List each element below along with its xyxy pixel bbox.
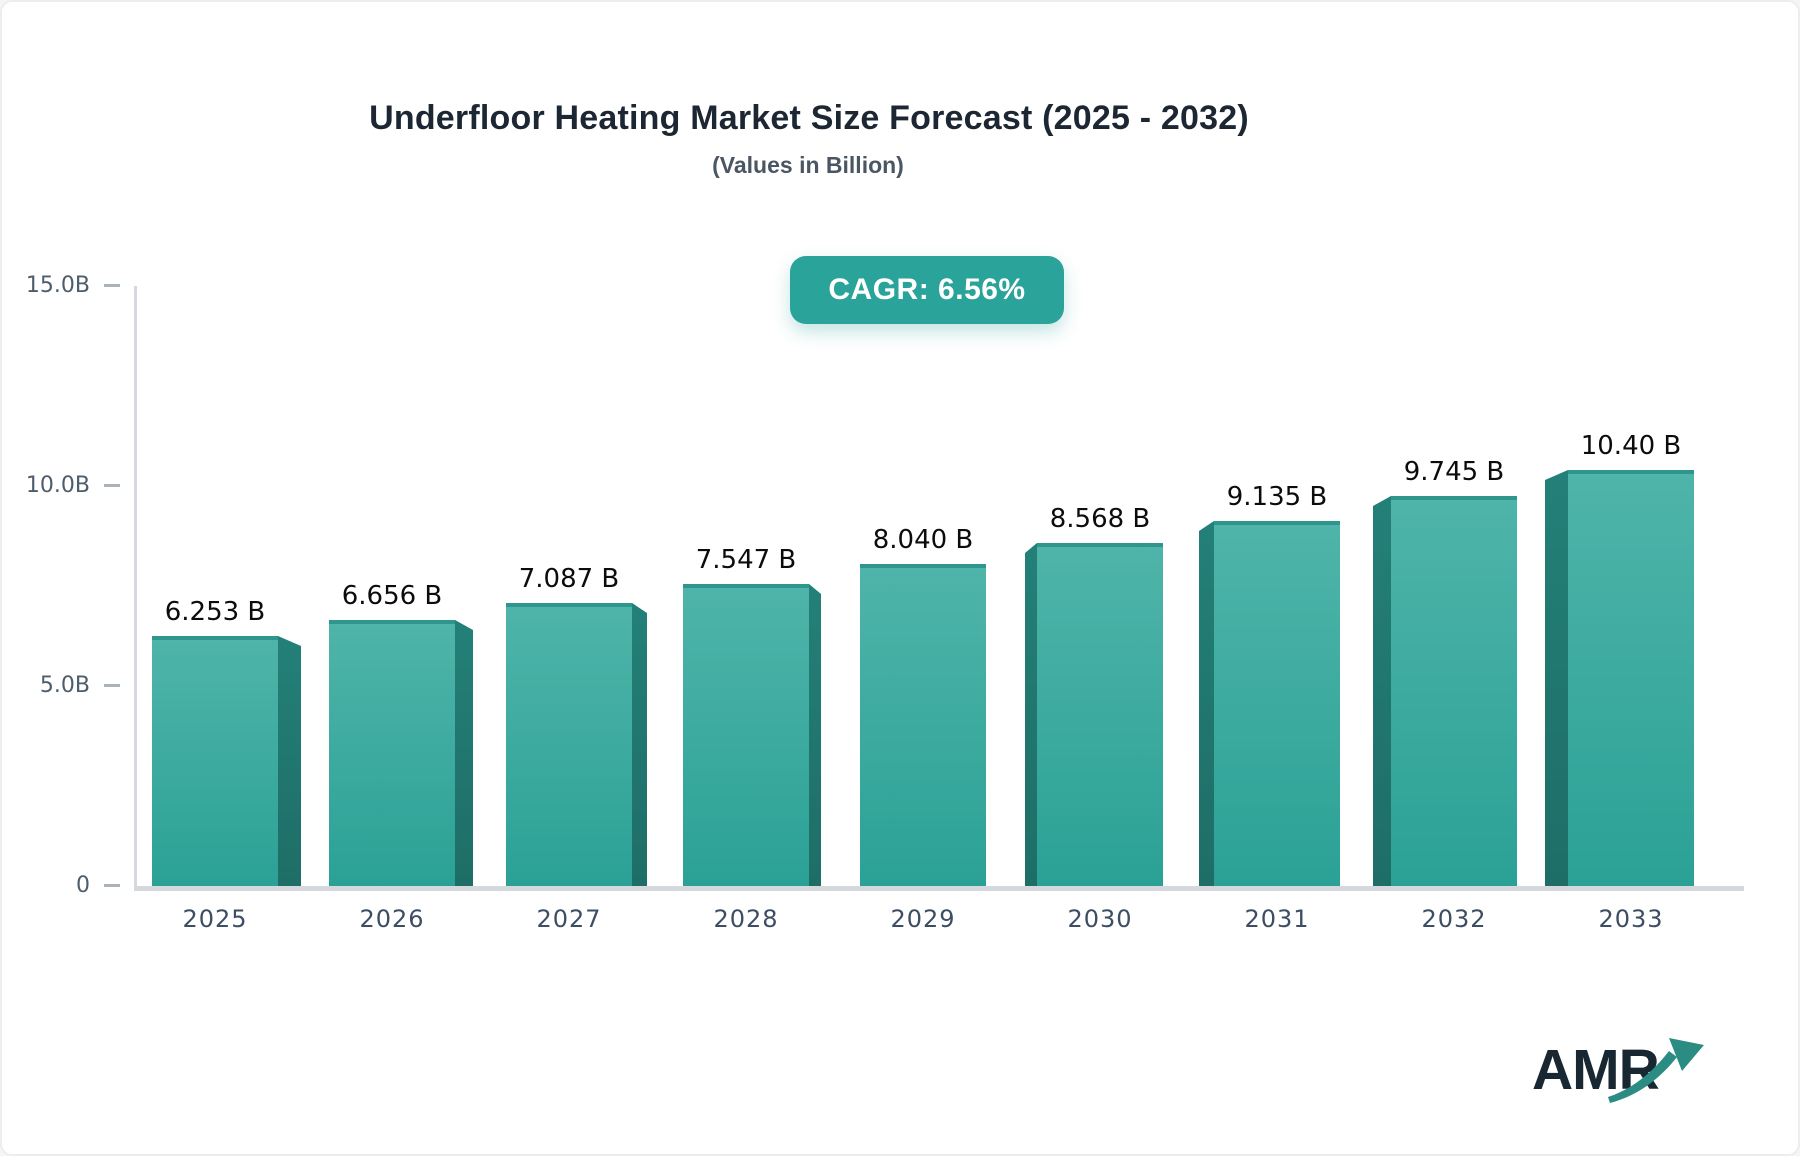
y-axis-label: 5.0B [39, 673, 90, 698]
bar-2030 [1037, 543, 1163, 886]
x-axis-label: 2025 [182, 905, 248, 933]
bar-value-label: 7.087 B [518, 564, 620, 594]
bar-value-label: 9.135 B [1226, 482, 1328, 512]
y-axis-tick [104, 684, 120, 687]
chart-title: Underfloor Heating Market Size Forecast … [369, 99, 1249, 137]
bar-side-face [809, 584, 821, 886]
bar-value-label: 8.040 B [872, 525, 974, 555]
chart-subtitle: (Values in Billion) [712, 152, 904, 178]
y-axis-tick [104, 884, 120, 887]
x-axis-label: 2031 [1244, 905, 1310, 933]
x-axis-label: 2027 [536, 905, 602, 933]
bar-2032 [1391, 496, 1517, 886]
y-axis-tick [104, 284, 120, 287]
y-axis-label: 15.0B [25, 273, 90, 298]
bar-2027 [506, 603, 632, 886]
x-axis-label: 2030 [1067, 905, 1133, 933]
bar-side-face [1545, 470, 1568, 886]
bar-side-face [1025, 543, 1037, 886]
bar-value-label: 6.253 B [164, 597, 266, 627]
bar-2029 [860, 564, 986, 886]
bar-value-label: 8.568 B [1049, 504, 1151, 534]
x-axis-label: 2032 [1421, 905, 1487, 933]
bar-side-face [455, 620, 473, 886]
x-axis-label: 2033 [1598, 905, 1664, 933]
y-axis-tick [104, 484, 120, 487]
x-axis-label: 2028 [713, 905, 779, 933]
bar-value-label: 7.547 B [695, 545, 797, 575]
x-axis-label: 2029 [890, 905, 956, 933]
amr-logo: AMR [1532, 1038, 1704, 1103]
bar-value-label: 9.745 B [1403, 457, 1505, 487]
bar-2025 [152, 636, 278, 886]
bar-side-face [1373, 496, 1391, 886]
y-axis-line [134, 286, 137, 887]
bar-value-label: 6.656 B [341, 581, 443, 611]
growth-arrow-head-icon [1669, 1038, 1704, 1071]
cagr-badge-label: CAGR: 6.56% [828, 273, 1026, 306]
y-axis-label: 10.0B [25, 473, 90, 498]
x-axis-line [134, 886, 1744, 891]
y-axis-label: 0 [76, 873, 90, 898]
bar-2028 [683, 584, 809, 886]
bar-side-face [632, 603, 647, 886]
bar-side-face [1199, 521, 1214, 886]
x-axis-label: 2026 [359, 905, 425, 933]
growth-arrow-icon [1608, 1051, 1677, 1103]
bar-side-face [278, 636, 301, 886]
bar-2033 [1568, 470, 1694, 886]
bar-2031 [1214, 521, 1340, 886]
bar-value-label: 10.40 B [1580, 431, 1682, 461]
bar-2026 [329, 620, 455, 886]
cagr-badge: CAGR: 6.56% [790, 256, 1064, 324]
amr-logo-text: AMR [1532, 1038, 1659, 1102]
